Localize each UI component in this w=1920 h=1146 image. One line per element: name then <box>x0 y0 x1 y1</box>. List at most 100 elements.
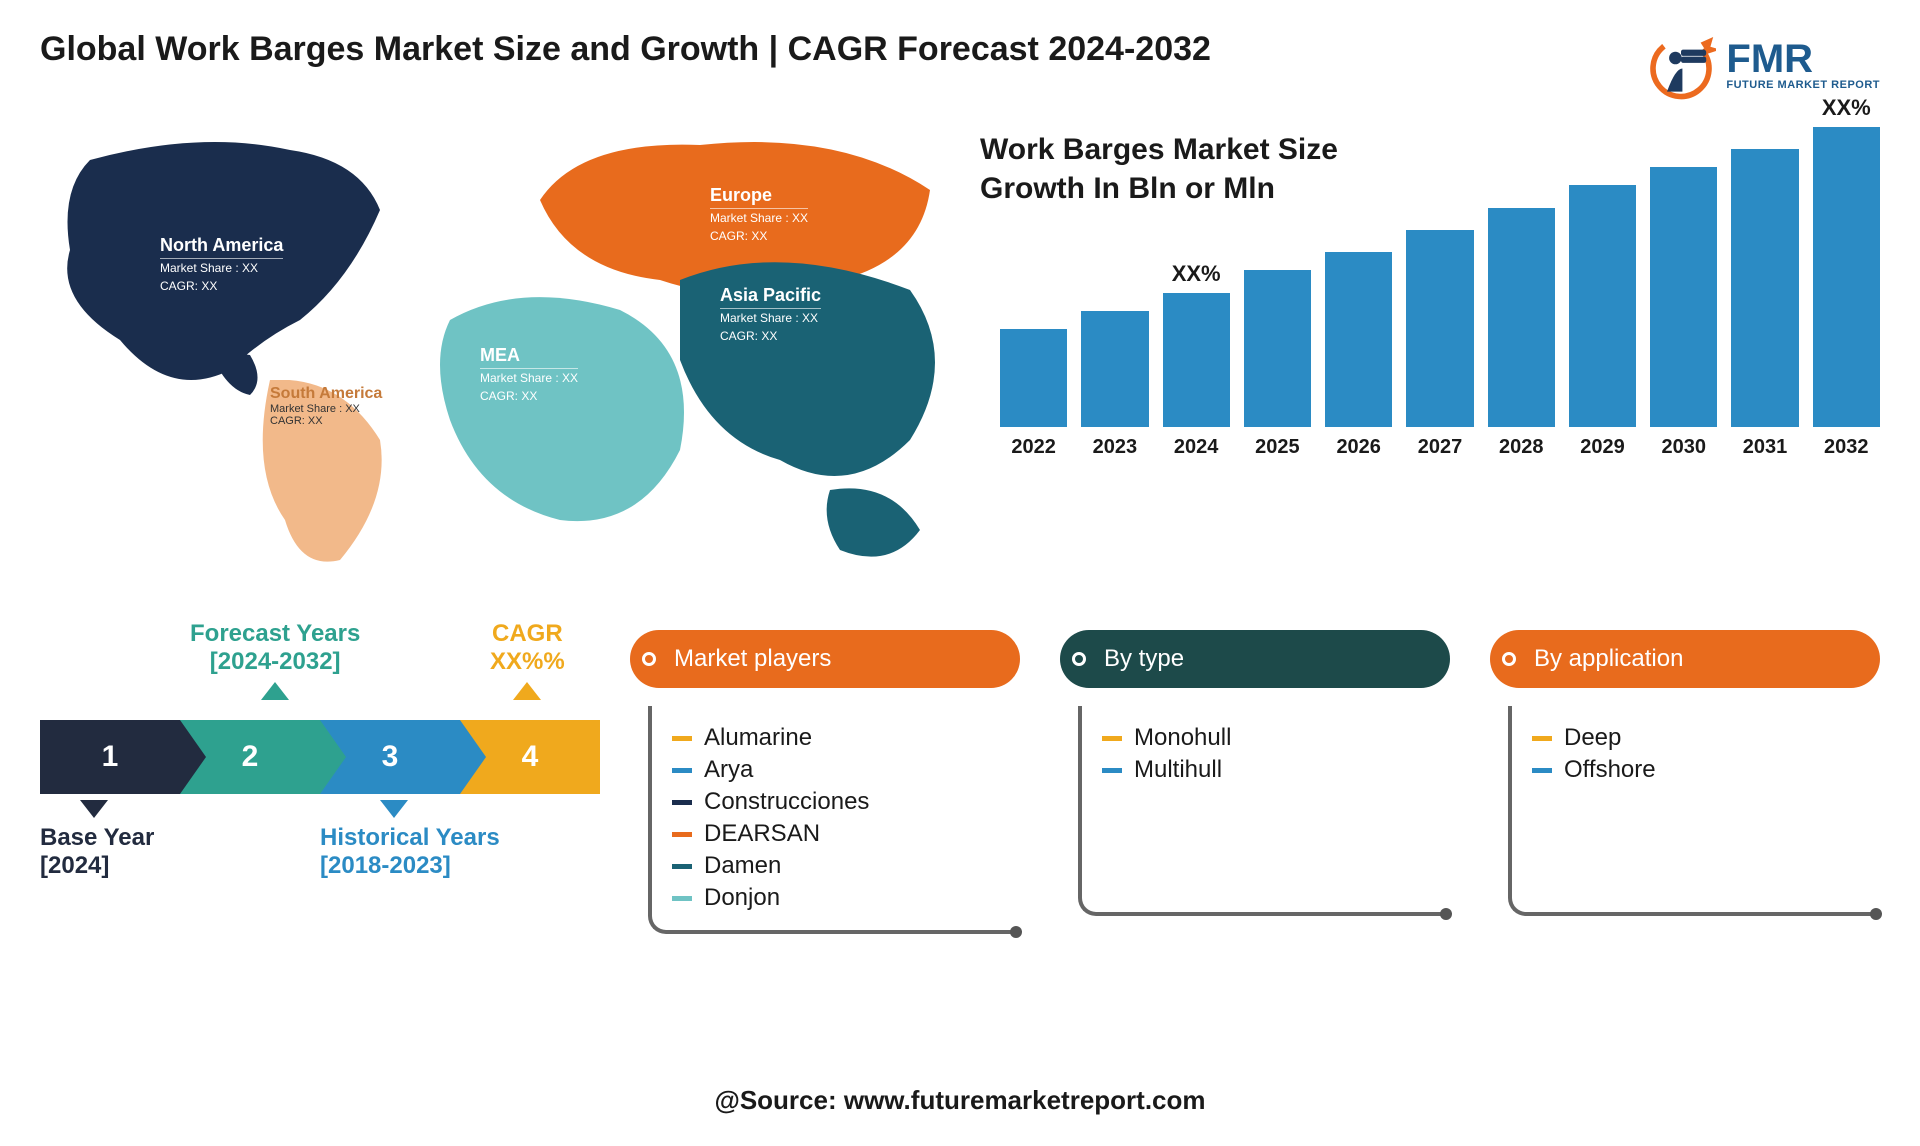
tag-forecast-title: Forecast Years <box>190 620 360 648</box>
bullet-dash <box>1102 768 1122 773</box>
pill-title: By application <box>1534 645 1683 673</box>
bar <box>1244 270 1311 427</box>
bar-year-label: 2025 <box>1255 436 1300 459</box>
pill-title: Market players <box>674 645 831 673</box>
bar-2028: 2028 <box>1488 208 1555 427</box>
bar-2032: XX%2032 <box>1813 127 1880 427</box>
pill-col: By type Monohull Multihull <box>1060 630 1450 934</box>
bullet-dash <box>1102 736 1122 741</box>
bar-2022: 2022 <box>1000 329 1067 428</box>
bar <box>1731 149 1798 427</box>
pill-col: By application Deep Offshore <box>1490 630 1880 934</box>
bar-annot: XX% <box>1822 95 1871 121</box>
list-item: Arya <box>672 756 1020 784</box>
pill-col: Market players Alumarine Arya Construccion… <box>630 630 1020 934</box>
bar <box>1569 185 1636 427</box>
page-title: Global Work Barges Market Size and Growt… <box>40 30 1211 69</box>
growth-bar-chart: Work Barges Market Size Growth In Bln or… <box>980 130 1880 550</box>
list-item-label: DEARSAN <box>704 820 820 848</box>
list-item: Monohull <box>1102 724 1450 752</box>
tag-hist-title: Historical Years <box>320 824 500 852</box>
logo-abbr: FMR <box>1726 39 1880 79</box>
bar-2027: 2027 <box>1406 230 1473 427</box>
bar-year-label: 2022 <box>1011 436 1056 459</box>
bar <box>1081 311 1148 427</box>
bar-year-label: 2023 <box>1093 436 1138 459</box>
list-item: Alumarine <box>672 724 1020 752</box>
world-map: North America Market Share : XX CAGR: XX… <box>40 130 940 550</box>
region-eu-share: Market Share : XX <box>710 208 808 225</box>
region-eu-label: Europe <box>710 185 808 206</box>
region-na-share: Market Share : XX <box>160 258 283 275</box>
tag-hist: Historical Years [2018-2023] <box>320 800 500 880</box>
bar <box>1813 127 1880 427</box>
timeline: Forecast Years [2024-2032] CAGR XX%% 123… <box>40 650 600 900</box>
region-mea-cagr: CAGR: XX <box>480 387 578 403</box>
pill-header: By type <box>1060 630 1450 688</box>
bar <box>1163 293 1230 427</box>
region-na-label: North America <box>160 235 283 256</box>
bullet-dash <box>1532 768 1552 773</box>
logo-sub: FUTURE MARKET REPORT <box>1726 79 1880 91</box>
tag-forecast: Forecast Years [2024-2032] <box>190 620 360 700</box>
list-item-label: Offshore <box>1564 756 1656 784</box>
pill-dot-icon <box>642 652 656 666</box>
bar <box>1406 230 1473 427</box>
tag-cagr: CAGR XX%% <box>490 620 565 700</box>
tag-cagr-sub: XX%% <box>490 648 565 676</box>
bar <box>1325 252 1392 427</box>
list-item: Multihull <box>1102 756 1450 784</box>
pill-title: By type <box>1104 645 1184 673</box>
region-ap-label: Asia Pacific <box>720 285 821 306</box>
timeline-step-1: 1 <box>40 720 180 794</box>
pill-list: Deep Offshore <box>1508 706 1880 916</box>
list-item: Construcciones <box>672 788 1020 816</box>
tag-hist-sub: [2018-2023] <box>320 852 500 880</box>
region-ap-share: Market Share : XX <box>720 308 821 325</box>
region-mea-label: MEA <box>480 345 578 366</box>
region-ap-cagr: CAGR: XX <box>720 327 821 343</box>
bar <box>1650 167 1717 427</box>
list-item-label: Donjon <box>704 884 780 912</box>
bar-2025: 2025 <box>1244 270 1311 427</box>
bullet-dash <box>1532 736 1552 741</box>
pill-dot-icon <box>1502 652 1516 666</box>
bar-year-label: 2026 <box>1336 436 1381 459</box>
region-mea-share: Market Share : XX <box>480 368 578 385</box>
list-item: DEARSAN <box>672 820 1020 848</box>
list-item: Deep <box>1532 724 1880 752</box>
tag-forecast-sub: [2024-2032] <box>190 648 360 676</box>
list-item-label: Deep <box>1564 724 1621 752</box>
bullet-dash <box>672 896 692 901</box>
list-item-label: Alumarine <box>704 724 812 752</box>
tag-base-title: Base Year <box>40 824 154 852</box>
bar-year-label: 2024 <box>1174 436 1219 459</box>
bar-2031: 2031 <box>1731 149 1798 427</box>
tag-cagr-title: CAGR <box>490 620 565 648</box>
bar <box>1488 208 1555 427</box>
bar-annot: XX% <box>1172 261 1221 287</box>
pill-list: Monohull Multihull <box>1078 706 1450 916</box>
pill-header: By application <box>1490 630 1880 688</box>
bullet-dash <box>672 736 692 741</box>
pill-dot-icon <box>1072 652 1086 666</box>
bar <box>1000 329 1067 428</box>
bar-year-label: 2032 <box>1824 436 1869 459</box>
list-item: Damen <box>672 852 1020 880</box>
bar-year-label: 2027 <box>1418 436 1463 459</box>
bar-2026: 2026 <box>1325 252 1392 427</box>
region-eu-cagr: CAGR: XX <box>710 227 808 243</box>
list-item-label: Multihull <box>1134 756 1222 784</box>
list-item-label: Arya <box>704 756 753 784</box>
bar-year-label: 2029 <box>1580 436 1625 459</box>
list-item-label: Construcciones <box>704 788 869 816</box>
pill-list: Alumarine Arya Construcciones DEARSAN Damen D… <box>648 706 1020 934</box>
bullet-dash <box>672 800 692 805</box>
bullet-dash <box>672 864 692 869</box>
list-item-label: Monohull <box>1134 724 1231 752</box>
tag-base-sub: [2024] <box>40 852 154 880</box>
bar-2023: 2023 <box>1081 311 1148 427</box>
region-na-cagr: CAGR: XX <box>160 277 283 293</box>
bar-year-label: 2028 <box>1499 436 1544 459</box>
list-item: Donjon <box>672 884 1020 912</box>
